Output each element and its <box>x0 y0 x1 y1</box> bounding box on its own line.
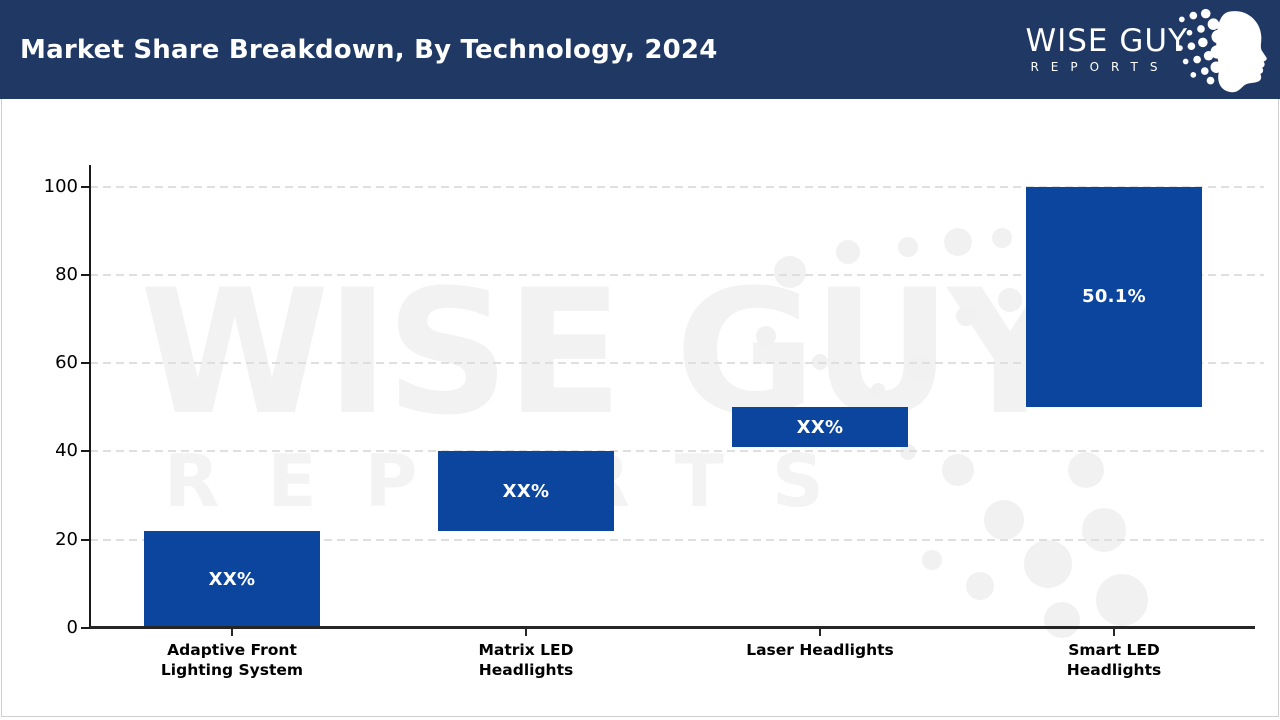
watermark-dot <box>1024 540 1072 588</box>
chart-title: Market Share Breakdown, By Technology, 2… <box>20 34 718 65</box>
header: Market Share Breakdown, By Technology, 2… <box>0 0 1280 99</box>
x-tick-matrix-led-headlights <box>525 629 527 636</box>
x-axis-label-line: Lighting System <box>160 661 304 679</box>
x-axis-label-matrix-led-headlights: Matrix LED Headlights <box>406 640 646 680</box>
x-axis-label-adaptive-front-lighting-system: Adaptive Front Lighting System <box>112 640 352 680</box>
logo-reports-text: REPORTS <box>1030 60 1170 74</box>
bar-laser-headlights: XX% <box>732 407 908 447</box>
y-axis-label-60: 60 <box>55 352 78 374</box>
gridline-80 <box>90 273 1264 276</box>
bar-matrix-led-headlights: XX% <box>438 451 614 531</box>
y-tick-80 <box>81 273 90 276</box>
x-axis-label-line: Adaptive Front <box>167 641 297 659</box>
watermark-dot <box>1096 574 1148 626</box>
y-axis-label-40: 40 <box>55 440 78 462</box>
wise-guy-logo: WISE GUY REPORTS <box>1025 6 1280 94</box>
gridline-100 <box>90 185 1264 188</box>
watermark-dot <box>944 228 972 256</box>
watermark-dot <box>1068 452 1104 488</box>
watermark-dot <box>812 354 828 370</box>
x-axis-label-line: Headlights <box>478 661 574 679</box>
watermark-dot <box>942 454 974 486</box>
watermark-dot <box>836 240 860 264</box>
gridline-60 <box>90 362 1264 365</box>
x-axis-line <box>90 626 1255 629</box>
y-tick-20 <box>81 538 90 541</box>
watermark-dot <box>966 572 994 600</box>
watermark-dot <box>1082 508 1126 552</box>
y-tick-60 <box>81 362 90 365</box>
x-tick-laser-headlights <box>819 629 821 636</box>
x-axis-label-line: Headlights <box>1066 661 1162 679</box>
watermark-dot <box>998 288 1022 312</box>
y-axis-label-0: 0 <box>66 617 78 638</box>
logo-wiseguy-text: WISE GUY <box>1025 23 1188 59</box>
bar-value-label: XX% <box>208 568 256 590</box>
watermark-dot <box>992 228 1012 248</box>
y-tick-100 <box>81 185 90 188</box>
watermark-dot <box>922 550 942 570</box>
watermark-dot <box>756 326 776 346</box>
y-tick-0 <box>81 627 90 629</box>
x-axis-label-line: Matrix LED <box>478 641 574 659</box>
watermark-dot <box>898 237 918 257</box>
bar-adaptive-front-lighting-system: XX% <box>144 530 320 628</box>
watermark-dot <box>956 306 976 326</box>
gridline-40 <box>90 450 1264 453</box>
x-axis-label-line: Smart LED <box>1068 641 1160 659</box>
watermark-wiseguy-text: WISE GUY <box>140 252 1072 453</box>
gridline-20 <box>90 538 1264 541</box>
x-axis-label-smart-led-headlights: Smart LED Headlights <box>994 640 1234 680</box>
bar-value-label: 50.1% <box>1082 286 1146 308</box>
x-axis-label-line: Laser Headlights <box>746 641 894 659</box>
y-axis-label-20: 20 <box>55 528 78 550</box>
bar-value-label: XX% <box>502 480 550 502</box>
x-tick-adaptive-front-lighting-system <box>231 629 233 636</box>
x-axis-label-laser-headlights: Laser Headlights <box>700 640 940 660</box>
y-axis-label-80: 80 <box>55 263 78 285</box>
bar-value-label: XX% <box>796 416 844 438</box>
y-axis-line <box>89 165 91 629</box>
chart-card: WISE GUY REPORTS 020406080100XX%XX%XX%50… <box>1 99 1279 717</box>
y-tick-40 <box>81 450 90 453</box>
watermark-dot <box>906 354 934 382</box>
logo-head-icon <box>1177 8 1267 92</box>
watermark-dot <box>984 500 1024 540</box>
bar-smart-led-headlights: 50.1% <box>1026 186 1202 408</box>
watermark-dot <box>871 383 885 397</box>
watermark-dot <box>774 256 806 288</box>
y-axis-label-100: 100 <box>43 175 78 197</box>
x-tick-smart-led-headlights <box>1113 629 1115 636</box>
watermark-dot <box>1044 602 1080 638</box>
logo-text: WISE GUY REPORTS <box>1025 23 1188 74</box>
